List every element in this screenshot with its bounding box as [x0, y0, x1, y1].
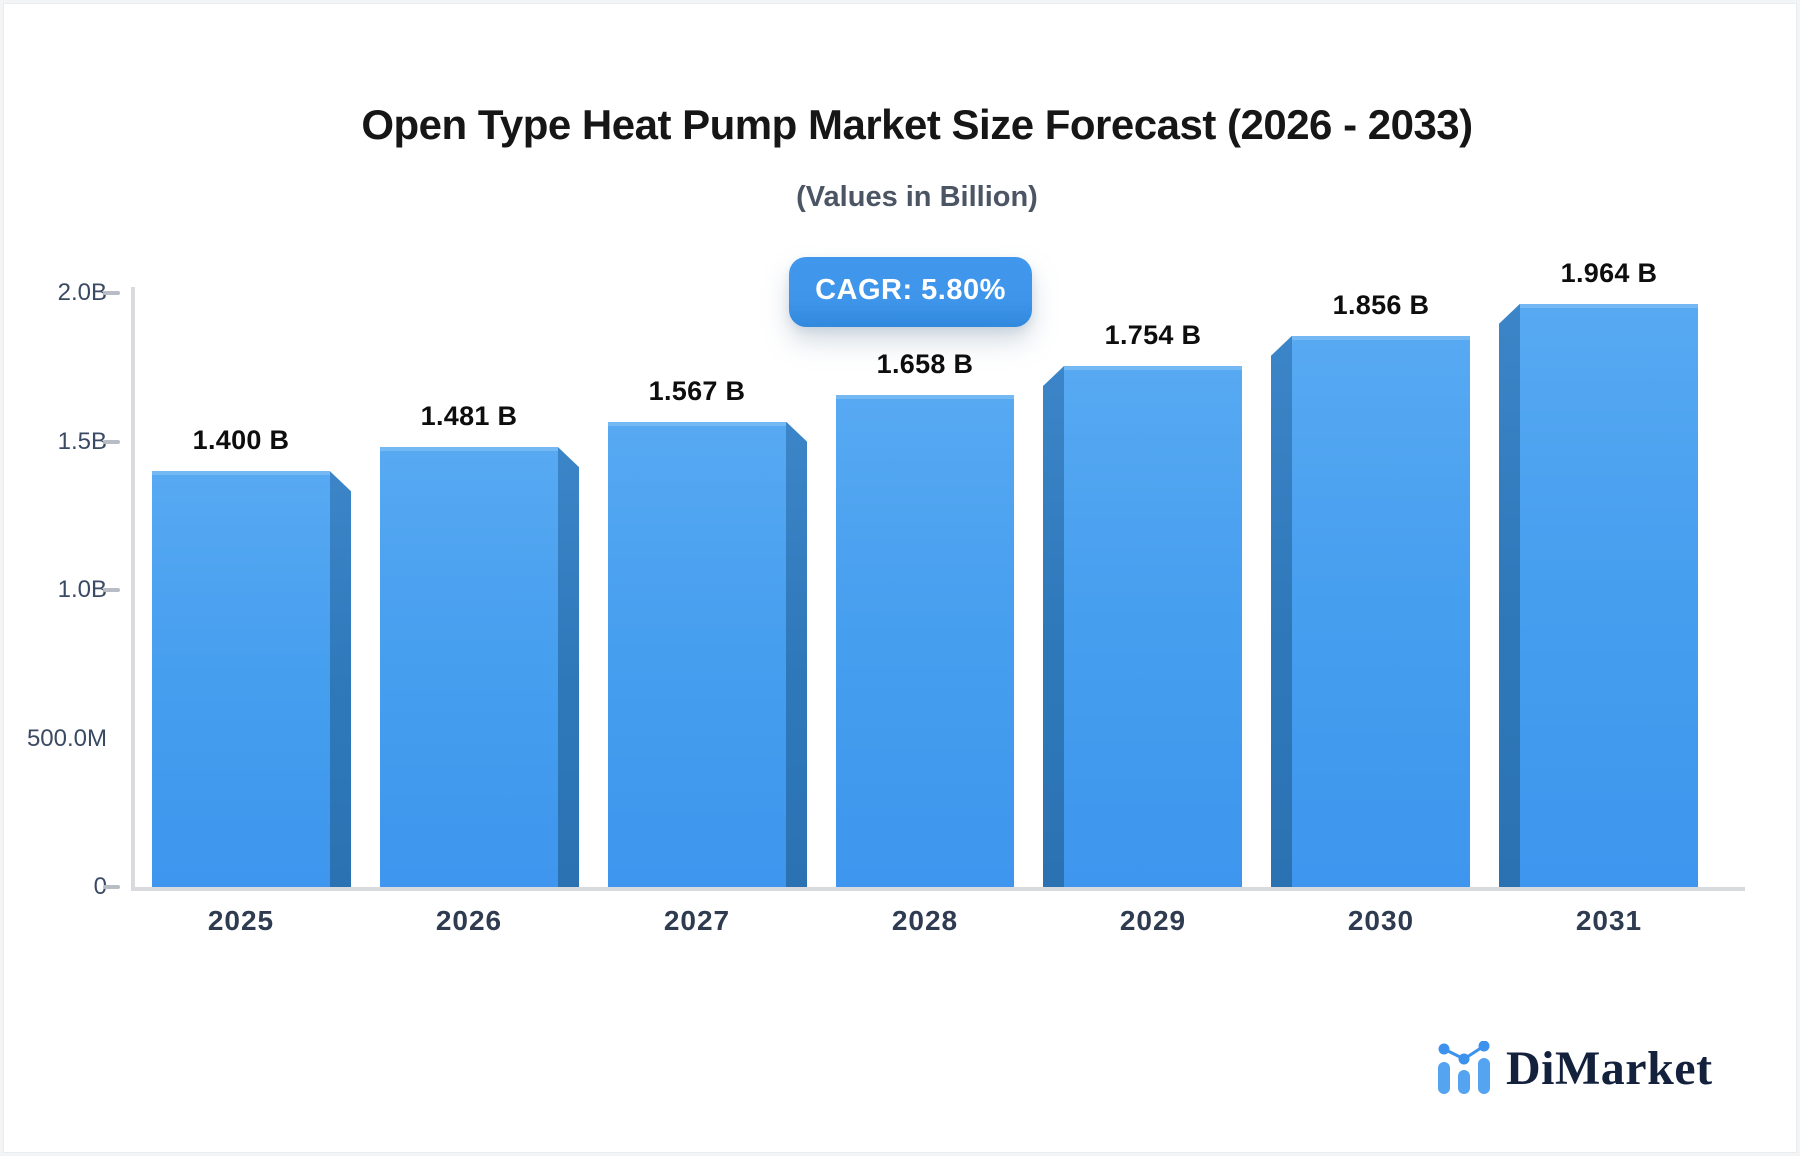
bar-value-label-2029: 1.754 B	[1104, 320, 1202, 351]
x-axis-label-2027: 2027	[663, 905, 731, 936]
y-axis-tick-label: 1.0B	[57, 576, 107, 603]
bar-value-label-2026: 1.481 B	[420, 401, 518, 432]
page-title: Open Type Heat Pump Market Size Forecast…	[361, 101, 1473, 148]
bar-side-2030	[1271, 335, 1292, 887]
bar-value-label-2028: 1.658 B	[876, 348, 974, 379]
y-axis-tick-label: 1.5B	[57, 427, 107, 455]
brand-logo: DiMarket	[1436, 1041, 1713, 1094]
bar-value-label-2025: 1.400 B	[192, 425, 290, 456]
bar-2026	[380, 447, 558, 887]
bar-side-2026	[558, 447, 579, 887]
bar-2029	[1064, 366, 1242, 887]
y-axis-tick-mark	[103, 588, 120, 592]
x-axis-label-2025: 2025	[207, 905, 275, 936]
x-axis-label-2026: 2026	[435, 905, 503, 936]
x-axis-label-2028: 2028	[891, 905, 959, 936]
brand-logo-text: DiMarket	[1506, 1042, 1713, 1095]
y-axis-tick-label: 500.0M	[26, 724, 107, 752]
cagr-badge-label: CAGR: 5.80%	[815, 273, 1006, 306]
bar-value-label-2030: 1.856 B	[1332, 289, 1430, 320]
bar-side-2029	[1043, 366, 1064, 887]
mini-bar-line-chart-icon	[1438, 1041, 1490, 1094]
cagr-badge: CAGR: 5.80%	[789, 257, 1032, 327]
bar-2025	[152, 471, 330, 887]
page-subtitle: (Values in Billion)	[796, 181, 1038, 213]
bar-2028	[836, 394, 1014, 887]
y-axis-line	[131, 287, 135, 891]
x-axis-label-2031: 2031	[1575, 905, 1643, 936]
bar-chart-plot: 2.0B 1.5B 1.0B 500.0M 0 1.400 B 2025 1.481 B 202…	[3, 3, 1797, 1153]
y-axis-tick-mark	[103, 439, 120, 444]
x-axis-label-2030: 2030	[1347, 905, 1415, 936]
x-axis-label-2029: 2029	[1119, 905, 1187, 936]
y-axis-tick-label: 2.0B	[57, 279, 107, 306]
bar-value-label-2031: 1.964 B	[1560, 257, 1658, 288]
bar-2027	[608, 421, 786, 887]
bar-value-label-2027: 1.567 B	[648, 375, 746, 406]
bar-side-2025	[330, 471, 351, 887]
bar-side-2027	[786, 421, 807, 887]
bar-2031	[1520, 303, 1698, 887]
bar-side-2031	[1499, 303, 1520, 887]
y-axis-tick-mark	[103, 885, 120, 889]
bar-2030	[1292, 335, 1470, 887]
y-axis-tick-label: 0	[93, 873, 107, 900]
y-axis-tick-mark	[103, 291, 120, 295]
x-axis-line	[131, 887, 1745, 891]
